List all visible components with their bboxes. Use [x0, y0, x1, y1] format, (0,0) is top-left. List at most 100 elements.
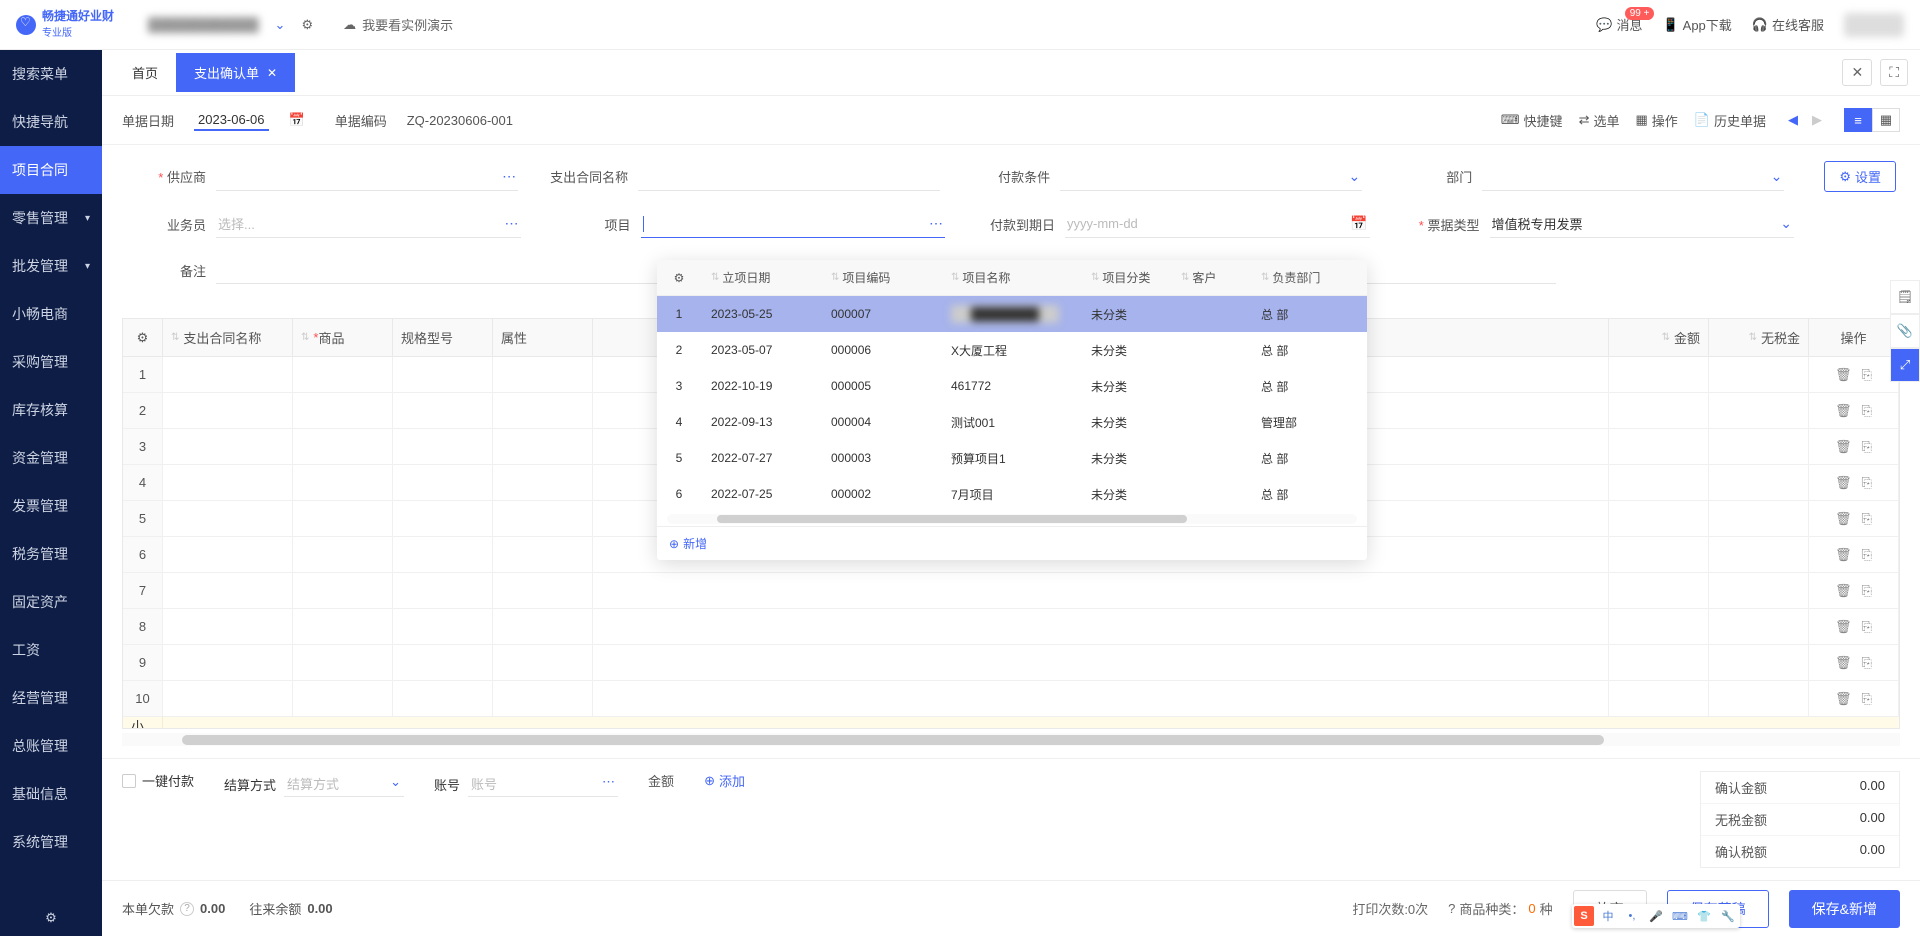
sidebar-item[interactable]: 资金管理 — [0, 434, 102, 482]
copy-icon[interactable]: ⎘ — [1862, 511, 1872, 527]
project-input[interactable]: ⋯ — [641, 210, 946, 238]
ime-logo-icon[interactable]: S — [1574, 906, 1594, 926]
supplier-input[interactable]: ⋯ — [216, 163, 518, 191]
col-amount[interactable]: ⇅金额 — [1609, 319, 1709, 356]
tab-expand-icon[interactable]: ⛶ — [1880, 59, 1908, 86]
sidebar-item[interactable]: 库存核算 — [0, 386, 102, 434]
more-icon[interactable]: ⋯ — [929, 215, 943, 232]
dropdown-row[interactable]: 3 2022-10-19 000005 461772 未分类 总 部 — [657, 368, 1367, 404]
dropdown-settings-icon[interactable]: ⚙ — [657, 271, 701, 285]
form-settings-button[interactable]: ⚙设置 — [1824, 161, 1896, 192]
grid-row[interactable]: 8 🗑⎘ — [123, 609, 1899, 645]
grid-row[interactable]: 10 🗑⎘ — [123, 681, 1899, 717]
dd-col-code[interactable]: ⇅项目编码 — [821, 269, 941, 286]
toolbar-shortcut[interactable]: ⌨快捷键 — [1501, 111, 1563, 130]
ime-skin-icon[interactable]: 👕 — [1694, 906, 1714, 926]
delete-icon[interactable]: 🗑 — [1835, 403, 1852, 419]
chevron-down-icon[interactable]: ⌄ — [1349, 168, 1361, 185]
ime-keyboard-icon[interactable]: ⌨ — [1670, 906, 1690, 926]
copy-icon[interactable]: ⎘ — [1862, 439, 1872, 455]
company-selector[interactable]: ████████████ — [138, 13, 269, 36]
delete-icon[interactable]: 🗑 — [1835, 691, 1852, 707]
dropdown-row[interactable]: 5 2022-07-27 000003 预算项目1 未分类 总 部 — [657, 440, 1367, 476]
sidebar-item[interactable]: 发票管理 — [0, 482, 102, 530]
side-tool-attach-icon[interactable]: 📎 — [1890, 314, 1920, 348]
copy-icon[interactable]: ⎘ — [1862, 367, 1872, 383]
copy-icon[interactable]: ⎘ — [1862, 403, 1872, 419]
more-icon[interactable]: ⋯ — [505, 215, 519, 232]
copy-icon[interactable]: ⎘ — [1862, 475, 1872, 491]
dept-input[interactable]: ⌄ — [1482, 163, 1784, 191]
sidebar-item[interactable]: 搜索菜单 — [0, 50, 102, 98]
delete-icon[interactable]: 🗑 — [1835, 475, 1852, 491]
sidebar-item[interactable]: 基础信息 — [0, 770, 102, 818]
delete-icon[interactable]: 🗑 — [1835, 655, 1852, 671]
sidebar-settings-icon[interactable]: ⚙ — [0, 900, 102, 936]
chevron-down-icon[interactable]: ⌄ — [1780, 215, 1792, 232]
delete-icon[interactable]: 🗑 — [1835, 583, 1852, 599]
sidebar-item[interactable]: 总账管理 — [0, 722, 102, 770]
view-list-icon[interactable]: ≡ — [1844, 108, 1872, 132]
tab-close-icon[interactable]: ✕ — [267, 66, 277, 80]
sidebar-item[interactable]: 系统管理 — [0, 818, 102, 866]
chevron-down-icon[interactable]: ⌄ — [1771, 168, 1783, 185]
nav-prev-icon[interactable]: ◀ — [1782, 110, 1804, 130]
duedate-input[interactable]: yyyy-mm-dd📅 — [1065, 210, 1370, 238]
calendar-icon[interactable]: 📅 — [1350, 215, 1367, 232]
dropdown-scrollbar[interactable] — [667, 514, 1357, 524]
delete-icon[interactable]: 🗑 — [1835, 439, 1852, 455]
sidebar-item[interactable]: 批发管理▾ — [0, 242, 102, 290]
sidebar-item[interactable]: 经营管理 — [0, 674, 102, 722]
grid-settings-icon[interactable]: ⚙ — [123, 319, 163, 356]
user-avatar[interactable] — [1844, 13, 1904, 37]
messages-button[interactable]: 💬 消息 99 + — [1596, 15, 1642, 34]
dropdown-row[interactable]: 1 2023-05-25 000007 ████████ 未分类 总 部 — [657, 296, 1367, 332]
dd-col-name[interactable]: ⇅项目名称 — [941, 269, 1081, 286]
tab-expense-confirm[interactable]: 支出确认单 ✕ — [176, 53, 295, 92]
toolbar-operate[interactable]: ▦操作 — [1635, 111, 1677, 130]
help-icon[interactable]: ? — [1448, 901, 1455, 916]
copy-icon[interactable]: ⎘ — [1862, 547, 1872, 563]
grid-row[interactable]: 7 🗑⎘ — [123, 573, 1899, 609]
help-icon[interactable]: ? — [180, 902, 194, 916]
payterm-input[interactable]: ⌄ — [1060, 163, 1362, 191]
support-button[interactable]: 🎧 在线客服 — [1752, 15, 1824, 34]
app-download-button[interactable]: 📱 App下载 — [1662, 15, 1731, 34]
settle-input[interactable]: 结算方式⌄ — [284, 771, 404, 797]
grid-row[interactable]: 9 🗑⎘ — [123, 645, 1899, 681]
sidebar-item[interactable]: 工资 — [0, 626, 102, 674]
sidebar-item[interactable]: 项目合同 — [0, 146, 102, 194]
sidebar-item[interactable]: 采购管理 — [0, 338, 102, 386]
col-spec[interactable]: 规格型号 — [393, 319, 493, 356]
copy-icon[interactable]: ⎘ — [1862, 655, 1872, 671]
dropdown-row[interactable]: 2 2023-05-07 000006 X大厦工程 未分类 总 部 — [657, 332, 1367, 368]
delete-icon[interactable]: 🗑 — [1835, 511, 1852, 527]
ime-toolbar[interactable]: S 中 •, 🎤 ⌨ 👕 🔧 — [1572, 904, 1740, 928]
ime-punct-icon[interactable]: •, — [1622, 906, 1642, 926]
dropdown-row[interactable]: 4 2022-09-13 000004 测试001 未分类 管理部 — [657, 404, 1367, 440]
side-tool-note-icon[interactable]: 🗒 — [1890, 280, 1920, 314]
col-attr[interactable]: 属性 — [493, 319, 593, 356]
demo-link[interactable]: ☁ 我要看实例演示 — [343, 15, 453, 34]
dd-col-cat[interactable]: ⇅项目分类 — [1081, 269, 1171, 286]
dropdown-row[interactable]: 6 2022-07-25 000002 7月项目 未分类 总 部 — [657, 476, 1367, 512]
toolbar-select[interactable]: ⇄选单 — [1579, 111, 1620, 130]
dropdown-add-button[interactable]: ⊕新增 — [669, 535, 1355, 552]
delete-icon[interactable]: 🗑 — [1835, 547, 1852, 563]
onekey-pay-checkbox[interactable] — [122, 774, 136, 788]
invoice-type-input[interactable]: 增值税专用发票⌄ — [1490, 210, 1795, 238]
dd-col-date[interactable]: ⇅立项日期 — [701, 269, 821, 286]
ime-tool-icon[interactable]: 🔧 — [1718, 906, 1738, 926]
save-new-button[interactable]: 保存&新增 — [1789, 890, 1900, 928]
delete-icon[interactable]: 🗑 — [1835, 367, 1852, 383]
grid-scrollbar[interactable] — [122, 733, 1900, 746]
toolbar-history[interactable]: 📄历史单据 — [1694, 111, 1766, 130]
sidebar-item[interactable]: 快捷导航 — [0, 98, 102, 146]
view-grid-icon[interactable]: ▦ — [1872, 108, 1900, 132]
add-payment-button[interactable]: ⊕添加 — [704, 771, 745, 790]
doc-date-value[interactable]: 2023-06-06 — [194, 110, 269, 131]
dd-col-cust[interactable]: ⇅客户 — [1171, 269, 1251, 286]
sidebar-item[interactable]: 固定资产 — [0, 578, 102, 626]
copy-icon[interactable]: ⎘ — [1862, 619, 1872, 635]
delete-icon[interactable]: 🗑 — [1835, 619, 1852, 635]
